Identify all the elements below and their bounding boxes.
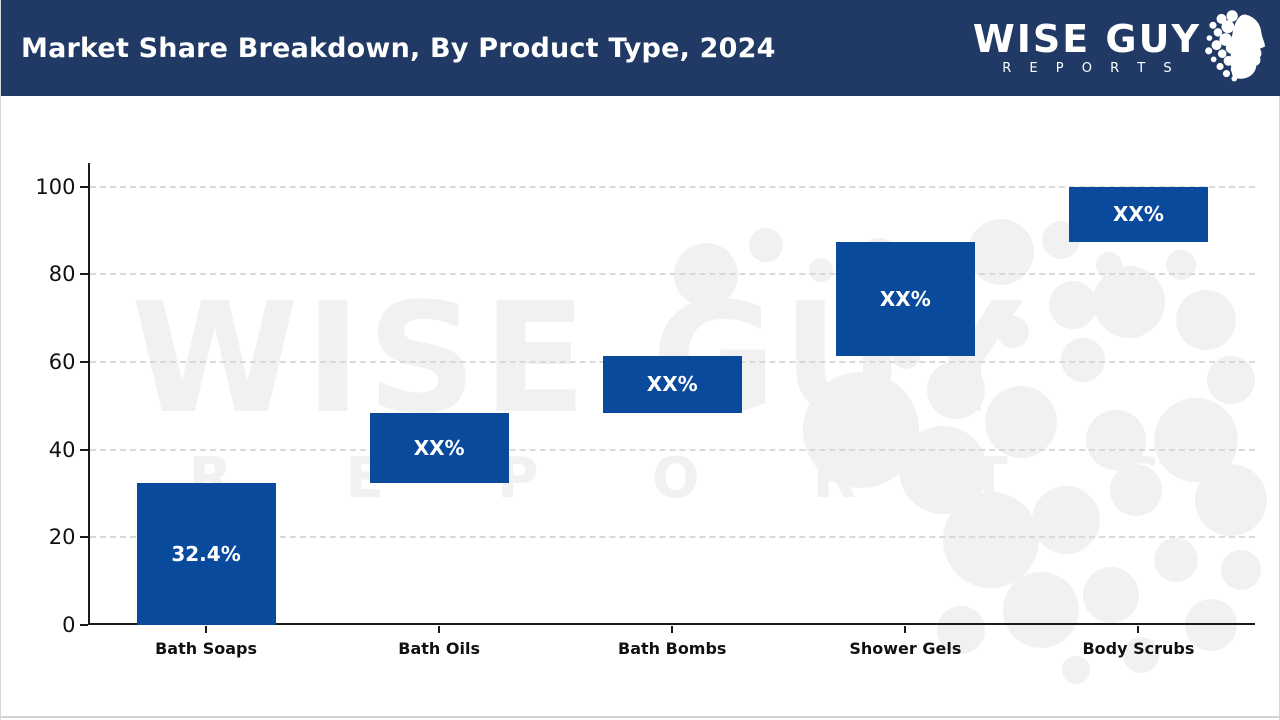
y-tick-label-20: 20 [48, 525, 76, 550]
y-tick-0 [80, 624, 88, 626]
x-tick-label-0: Bath Soaps [155, 639, 257, 658]
y-tick-label-80: 80 [48, 262, 76, 287]
x-tick-2 [671, 625, 674, 633]
page-title: Market Share Breakdown, By Product Type,… [21, 32, 776, 64]
logo-wordmark: WISE GUY [972, 17, 1201, 61]
x-tick-1 [438, 625, 441, 633]
bar-value-label: XX% [879, 286, 931, 311]
bar-value-label: 32.4% [171, 541, 241, 566]
bar-value-label: XX% [413, 435, 465, 460]
bar-body-scrubs: XX% [1068, 186, 1208, 242]
bar-bath-oils: XX% [369, 412, 509, 483]
y-tick-label-100: 100 [35, 174, 76, 199]
x-tick-label-2: Bath Bombs [618, 639, 727, 658]
bar-bath-soaps: 32.4% [136, 482, 276, 625]
y-axis-line [88, 163, 90, 623]
x-tick-label-1: Bath Oils [398, 639, 480, 658]
header-band: Market Share Breakdown, By Product Type,… [1, 0, 1280, 96]
bar-bath-bombs: XX% [602, 355, 742, 413]
bar-value-label: XX% [646, 372, 698, 397]
gridline-80 [89, 273, 1255, 276]
x-tick-3 [904, 625, 907, 633]
x-tick-4 [1137, 625, 1140, 633]
gridline-100 [89, 185, 1255, 188]
gridline-20 [89, 536, 1255, 539]
y-tick-80 [80, 273, 88, 276]
wiseguy-logo-face-icon [1205, 10, 1265, 82]
logo-subtitle: R E P O R T S [1002, 61, 1179, 76]
y-tick-100 [80, 185, 88, 188]
y-tick-label-40: 40 [48, 437, 76, 462]
x-tick-label-4: Body Scrubs [1082, 639, 1195, 658]
wiseguy-logo: WISE GUY R E P O R T S [973, 6, 1267, 90]
y-tick-60 [80, 360, 88, 363]
y-tick-20 [80, 536, 88, 539]
x-tick-0 [205, 625, 208, 633]
bar-value-label: XX% [1112, 202, 1164, 227]
footer-divider [1, 716, 1280, 718]
y-tick-label-0: 0 [62, 613, 76, 637]
x-tick-label-3: Shower Gels [849, 639, 962, 658]
x-axis-line [88, 623, 1255, 625]
y-tick-40 [80, 448, 88, 451]
y-tick-label-60: 60 [48, 349, 76, 374]
waterfall-chart: 0 20 40 60 80 100 Bath Soaps Bath Oils Bath Bomb… [1, 96, 1280, 720]
wiseguy-logo-text: WISE GUY R E P O R T S [973, 20, 1201, 76]
gridline-40 [89, 448, 1255, 451]
bar-shower-gels: XX% [835, 241, 975, 356]
